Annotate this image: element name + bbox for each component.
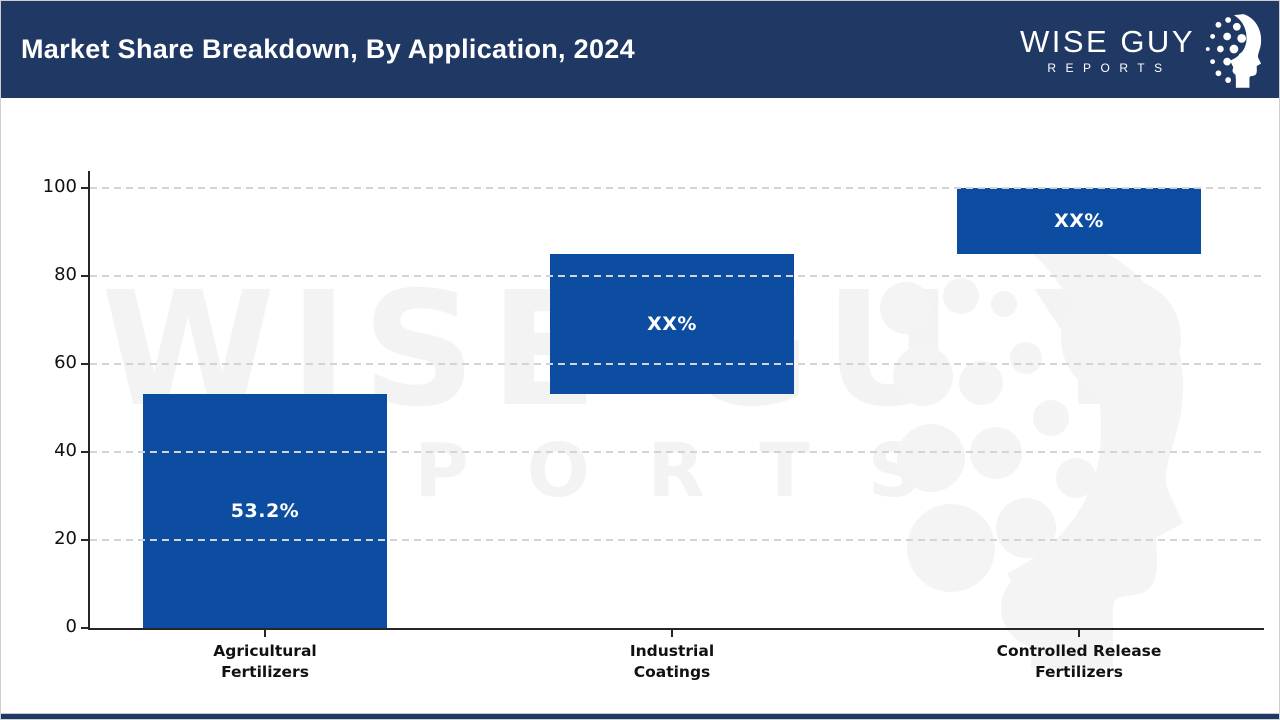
y-tick-mark: [81, 363, 89, 365]
brand-subname: REPORTS: [1047, 60, 1172, 75]
y-tick-label: 60: [54, 352, 77, 373]
y-tick-mark: [81, 539, 89, 541]
bar-value-label: XX%: [1054, 210, 1104, 232]
x-category-line: Agricultural: [213, 642, 317, 660]
y-gridline: [90, 187, 1264, 189]
bar-segment: [550, 254, 794, 394]
x-category-line: Fertilizers: [1035, 663, 1123, 681]
y-gridline: [90, 539, 1264, 541]
brand-logo: WISE GUY REPORTS: [1020, 12, 1263, 88]
x-category-label: Agricultural Fertilizers: [135, 641, 395, 683]
brand-name: WISE GUY: [1019, 23, 1195, 59]
chart-canvas: WISE GU Y REPORTS 02040608010053.2%XX%XX…: [1, 98, 1279, 716]
x-axis-spine: [88, 628, 1264, 630]
header-bar: Market Share Breakdown, By Application, …: [1, 1, 1279, 98]
x-tick-mark: [1078, 630, 1080, 637]
y-tick-label: 80: [54, 264, 77, 285]
dotted-head-icon: [1205, 13, 1262, 88]
x-tick-mark: [671, 630, 673, 637]
y-gridline: [90, 363, 1264, 365]
x-category-line: Industrial: [629, 642, 715, 660]
bar-segment: [143, 393, 387, 628]
x-tick-mark: [264, 630, 266, 637]
brand-logo-text: WISE GUY REPORTS: [1020, 26, 1195, 74]
footer-bar: [1, 714, 1279, 719]
x-category-label: Industrial Coatings: [542, 641, 802, 683]
y-tick-mark: [81, 451, 89, 453]
y-tick-label: 0: [65, 616, 77, 637]
y-axis-spine: [88, 171, 90, 630]
y-gridline: [90, 451, 1264, 453]
x-category-line: Coatings: [633, 663, 711, 681]
page-title: Market Share Breakdown, By Application, …: [21, 34, 635, 64]
x-category-label: Controlled Release Fertilizers: [949, 641, 1209, 683]
y-tick-label: 100: [42, 176, 77, 197]
y-tick-label: 40: [54, 440, 77, 461]
y-tick-mark: [81, 187, 89, 189]
y-tick-label: 20: [54, 528, 77, 549]
bar-segment: [957, 188, 1201, 254]
bar-value-label: 53.2%: [230, 499, 300, 522]
x-category-line: Controlled Release: [996, 642, 1162, 660]
y-gridline: [90, 275, 1264, 277]
y-tick-mark: [81, 627, 89, 629]
x-category-line: Fertilizers: [221, 663, 309, 681]
y-tick-mark: [81, 275, 89, 277]
footer-divider: [1, 713, 1279, 714]
bar-value-label: XX%: [647, 312, 697, 335]
